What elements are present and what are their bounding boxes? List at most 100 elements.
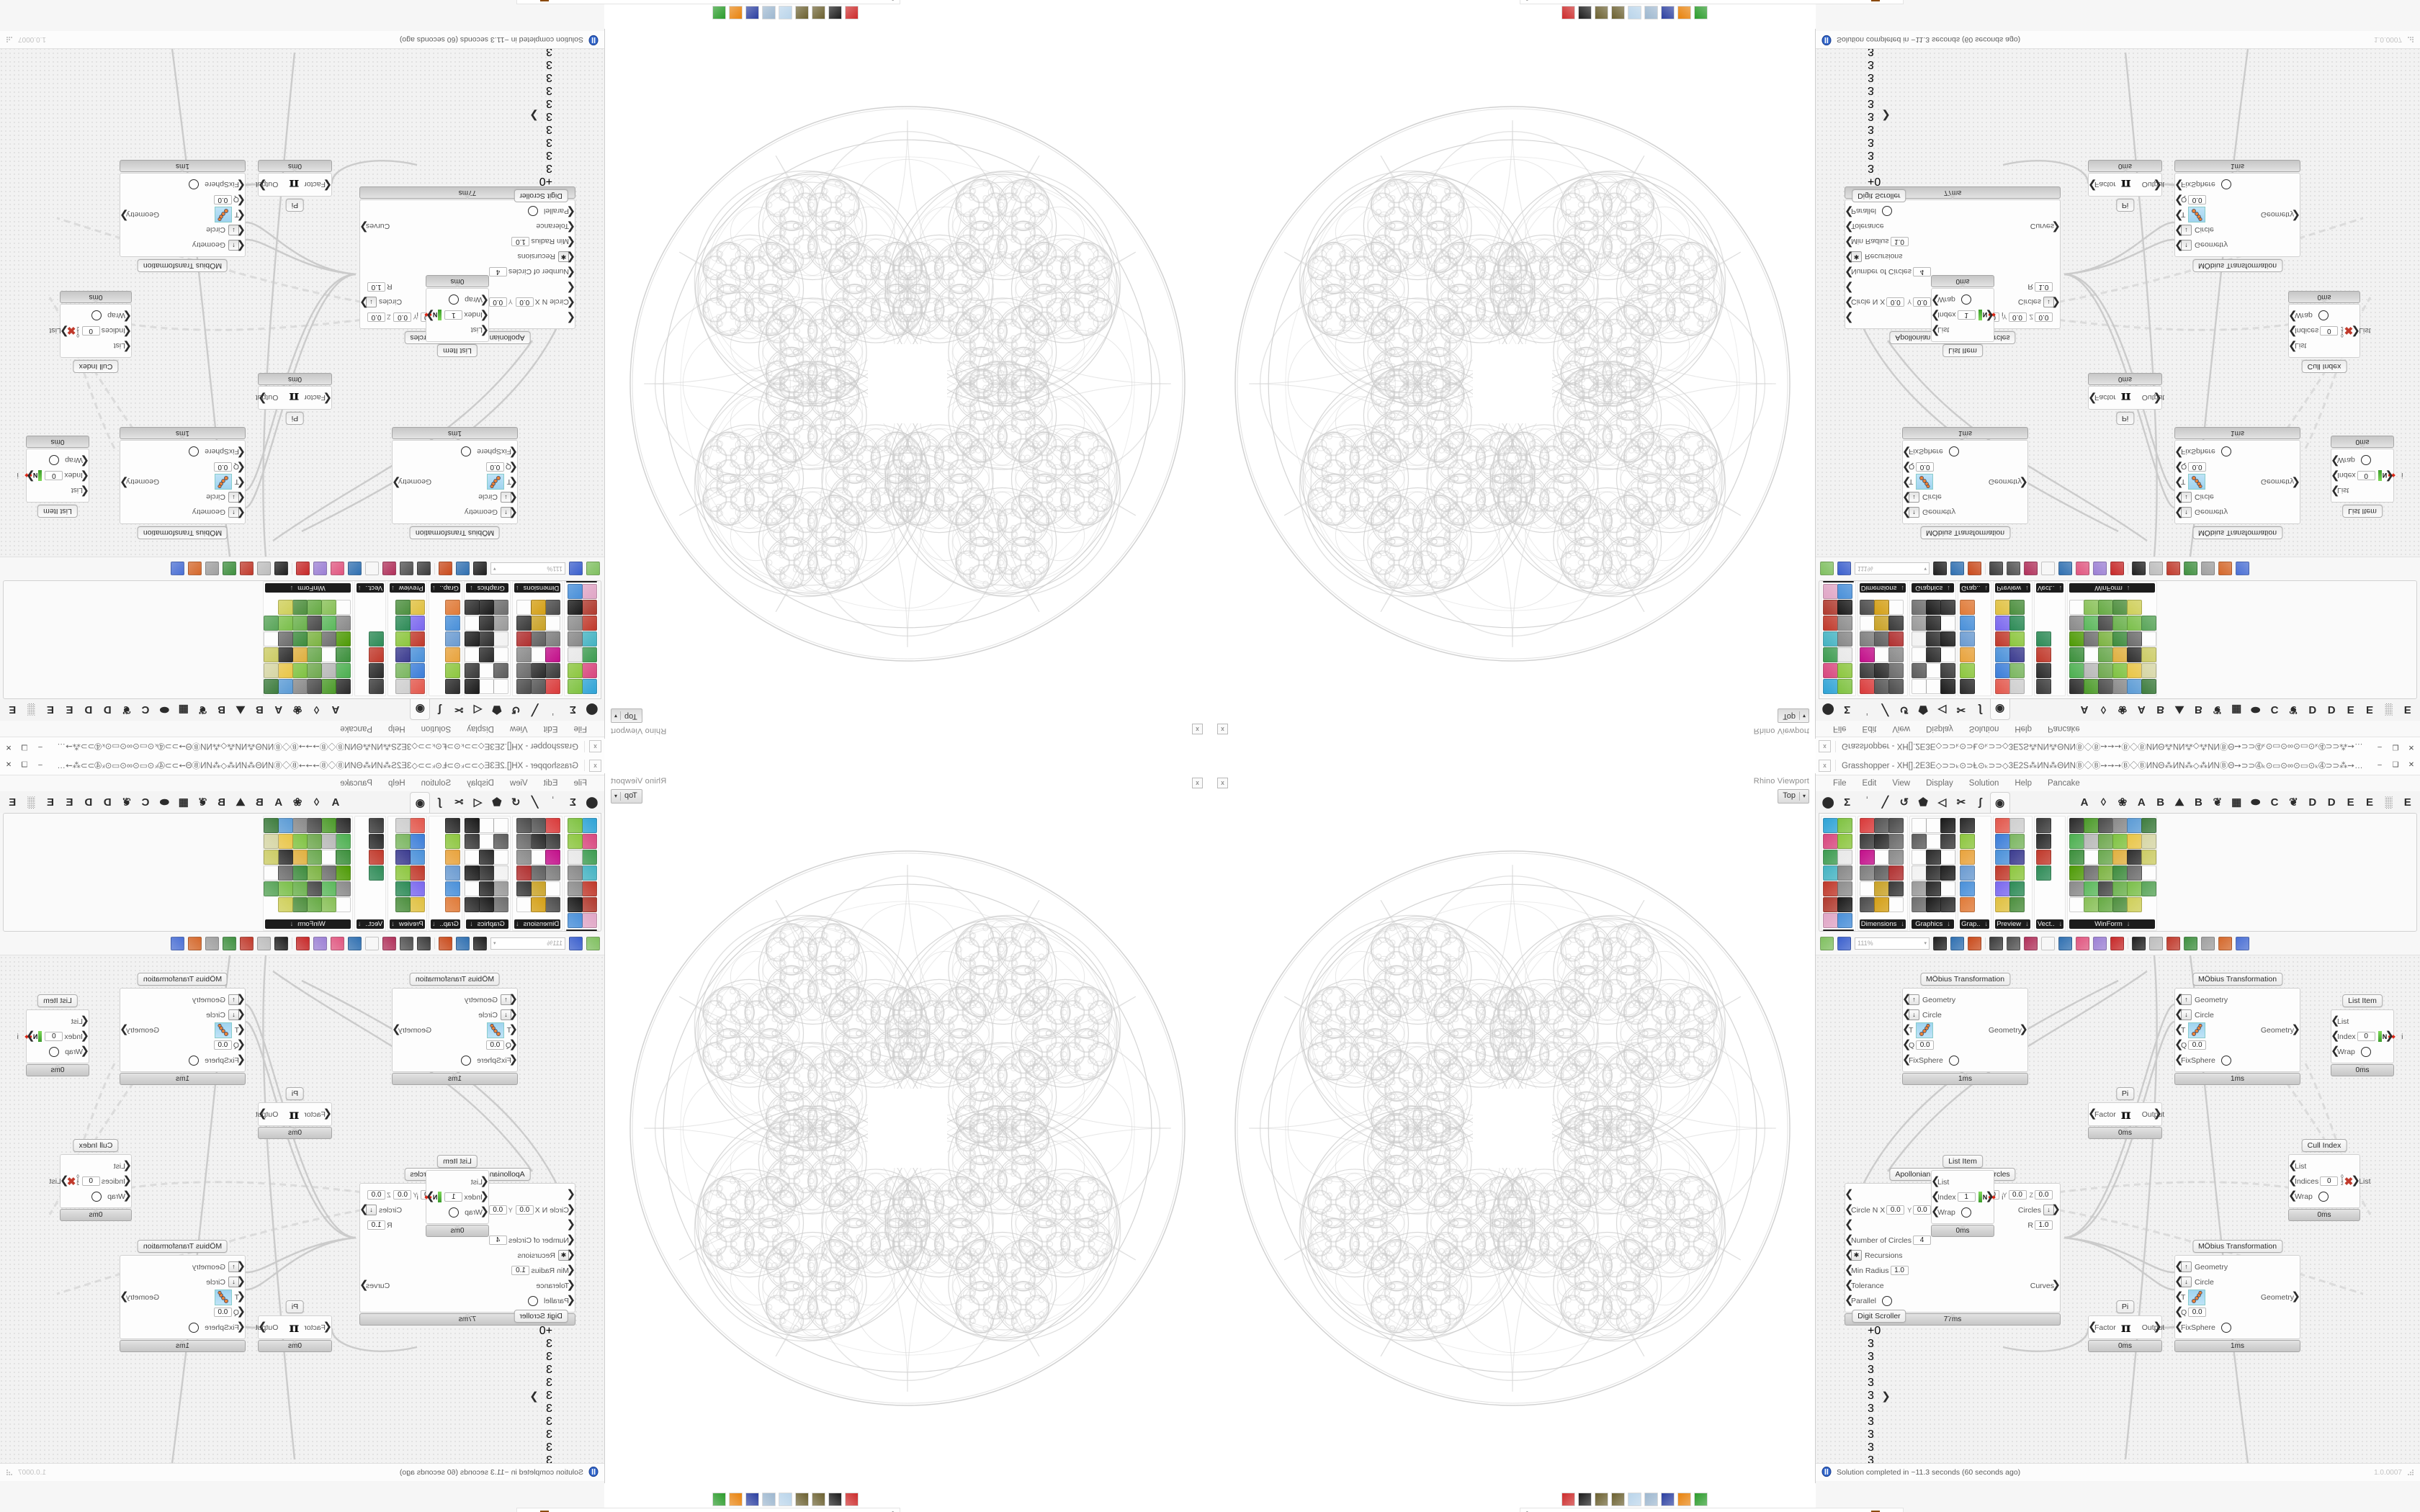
input-port[interactable]: ❮ bbox=[1931, 325, 1940, 337]
ribbon-component-icon[interactable] bbox=[493, 834, 508, 849]
ribbon-component-icon[interactable] bbox=[2009, 679, 2025, 694]
scroller-digit[interactable]: 3 bbox=[546, 1338, 552, 1350]
menu-item-display[interactable]: Display bbox=[467, 724, 494, 733]
ribbon-component-icon[interactable] bbox=[2098, 834, 2114, 849]
ribbon-component-icon[interactable] bbox=[1940, 850, 1956, 865]
ribbon-component-icon[interactable] bbox=[263, 834, 279, 849]
panel-expand-icon[interactable]: ↓ bbox=[1984, 584, 1989, 592]
taskbar-icon-blob-2[interactable] bbox=[1611, 1492, 1625, 1506]
digit-scroller-1[interactable]: Digit Scroller +0 3 3 3 3 3 3 3 3 3 3 ❯ bbox=[514, 49, 568, 202]
param-value-field[interactable]: 1 bbox=[444, 1192, 463, 1202]
cull-index-component[interactable]: Cull Index ❮ List ❮ Indices 0 0 1 2 ✖ List ❯ ❮ Wrap 0m… bbox=[2288, 291, 2371, 373]
ribbon-component-icon[interactable] bbox=[2084, 663, 2099, 678]
input-port[interactable]: ❮ bbox=[2088, 1107, 2097, 1120]
ribbon-component-icon[interactable] bbox=[277, 865, 293, 881]
tab-e1[interactable]: E bbox=[2341, 792, 2360, 812]
ribbon-component-icon[interactable] bbox=[2009, 663, 2025, 678]
number-slider-widget[interactable]: N ➡ bbox=[2378, 1031, 2396, 1042]
ribbon-component-icon[interactable] bbox=[1940, 647, 1956, 662]
param-value-field[interactable]: 4 bbox=[1913, 1236, 1932, 1245]
ribbon-group-label[interactable]: Grap.. ↓ bbox=[430, 919, 460, 929]
ribbon-component-icon[interactable] bbox=[292, 631, 308, 647]
tab-a2[interactable]: ◊ bbox=[307, 792, 326, 812]
ribbon-component-icon[interactable] bbox=[2127, 663, 2143, 678]
input-port[interactable]: ❮ bbox=[122, 325, 132, 338]
ribbon-component-icon[interactable] bbox=[335, 818, 351, 833]
input-port[interactable]: ❮ bbox=[2174, 1305, 2184, 1318]
output-port[interactable]: ❯ bbox=[2153, 392, 2162, 405]
ribbon-component-icon[interactable] bbox=[493, 600, 508, 615]
ribbon-component-icon[interactable] bbox=[1859, 865, 1875, 881]
taskbar-icon-grasshopper[interactable] bbox=[1578, 6, 1592, 20]
ribbon-component-icon[interactable] bbox=[1837, 600, 1852, 615]
tab-e3[interactable]: ░ bbox=[22, 792, 40, 812]
param-value-field[interactable]: 4 bbox=[488, 1236, 507, 1245]
tab-c3[interactable]: ❦ bbox=[2284, 700, 2303, 720]
ribbon-component-icon[interactable] bbox=[2009, 881, 2025, 896]
viewport-view-dropdown[interactable]: Top▾ bbox=[1778, 708, 1809, 724]
scroller-digit[interactable]: 3 bbox=[546, 110, 552, 122]
param-value-field[interactable]: 0.0 bbox=[485, 1040, 504, 1050]
ribbon-group-label[interactable]: Colour↓ bbox=[1823, 930, 1854, 931]
search-button[interactable] bbox=[348, 562, 362, 576]
shade-black-button[interactable] bbox=[274, 936, 288, 950]
panel-expand-icon[interactable]: ↓ bbox=[2058, 584, 2063, 592]
tab-curve[interactable]: ↺ bbox=[1895, 700, 1914, 720]
output-port[interactable]: ❯ bbox=[2291, 1290, 2300, 1302]
ribbon-component-icon[interactable] bbox=[493, 631, 508, 647]
input-port[interactable]: ❮ bbox=[566, 266, 575, 279]
param-value-field[interactable]: 0.0 bbox=[488, 297, 507, 307]
output-port[interactable]: ❯ bbox=[2019, 477, 2028, 489]
output-port[interactable]: ❯ bbox=[2051, 1279, 2061, 1291]
ribbon-component-icon[interactable] bbox=[2098, 631, 2114, 647]
chevron-down-icon[interactable]: ▾ bbox=[493, 566, 496, 571]
menu-item-edit[interactable]: Edit bbox=[543, 779, 558, 788]
mobius-transformation-component[interactable]: MÖbius Transformation ❮ ↑ Geometry ❮ ↓ Circle ❮… bbox=[120, 1240, 246, 1352]
menu-item-pancake[interactable]: Pancake bbox=[340, 724, 372, 733]
input-port[interactable]: ❮ bbox=[80, 1045, 89, 1057]
tab-b2[interactable]: ⛰ bbox=[2170, 792, 2189, 812]
input-port[interactable]: ❮ bbox=[1845, 1188, 1854, 1200]
ribbon-component-icon[interactable] bbox=[1888, 897, 1904, 912]
param-value-field[interactable]: 0.0 bbox=[2188, 1040, 2207, 1050]
ribbon-group-label[interactable]: WinForm ↓ bbox=[264, 919, 351, 929]
input-port[interactable]: ❮ bbox=[2288, 310, 2298, 323]
input-port[interactable]: ❮ bbox=[236, 1023, 246, 1035]
taskbar-icon-notepad[interactable] bbox=[1628, 1492, 1641, 1506]
menu-item-pancake[interactable]: Pancake bbox=[2048, 779, 2080, 788]
ribbon-component-icon[interactable] bbox=[1926, 600, 1942, 615]
input-port[interactable]: ❮ bbox=[236, 993, 246, 1005]
panel-expand-icon[interactable]: ↓ bbox=[1901, 584, 1905, 592]
scroller-digit[interactable]: 3 bbox=[1868, 1454, 1874, 1463]
ribbon-component-icon[interactable] bbox=[277, 600, 293, 615]
ribbon-component-icon[interactable] bbox=[1940, 600, 1956, 615]
ribbon-component-icon[interactable] bbox=[2009, 631, 2025, 647]
tab-b4[interactable]: ❦ bbox=[193, 792, 212, 812]
ribbon-component-icon[interactable] bbox=[2098, 647, 2114, 662]
input-port[interactable]: ❮ bbox=[508, 1053, 518, 1066]
ribbon-component-icon[interactable] bbox=[444, 600, 460, 615]
input-port[interactable]: ❮ bbox=[1845, 266, 1854, 279]
resize-grip-icon[interactable] bbox=[6, 36, 13, 43]
param-value-field[interactable]: 0.0 bbox=[2188, 1308, 2207, 1317]
scroller-digit[interactable]: 3 bbox=[1868, 1428, 1874, 1441]
shade-green-button[interactable] bbox=[223, 562, 236, 576]
tab-vector[interactable]: ╱ bbox=[525, 792, 544, 812]
param-flag-icon[interactable]: ↑ bbox=[2181, 994, 2192, 1005]
ribbon-component-icon[interactable] bbox=[1888, 631, 1904, 647]
ribbon-component-icon[interactable] bbox=[1995, 850, 2011, 865]
input-port[interactable]: ❮ bbox=[480, 1175, 489, 1187]
ribbon-component-icon[interactable] bbox=[568, 679, 583, 694]
input-port[interactable]: ❮ bbox=[1845, 1279, 1854, 1291]
ribbon-component-icon[interactable] bbox=[2112, 897, 2128, 912]
param-value-field[interactable]: 0.0 bbox=[2035, 312, 2053, 322]
menu-item-view[interactable]: View bbox=[1892, 724, 1911, 733]
param-value-field[interactable]: 0.0 bbox=[2188, 195, 2207, 204]
ribbon-group-label[interactable]: Vect.. ↓ bbox=[356, 919, 385, 929]
pi-component[interactable]: Pi ❮ Factor π Output ❯ 0ms bbox=[256, 1087, 332, 1139]
ribbon-component-icon[interactable] bbox=[2069, 616, 2085, 631]
param-value-field[interactable]: 0.0 bbox=[393, 1190, 412, 1200]
tab-d1[interactable]: D bbox=[98, 792, 117, 812]
output-port[interactable]: ❯ bbox=[120, 210, 129, 222]
input-port[interactable]: ❮ bbox=[480, 310, 489, 322]
